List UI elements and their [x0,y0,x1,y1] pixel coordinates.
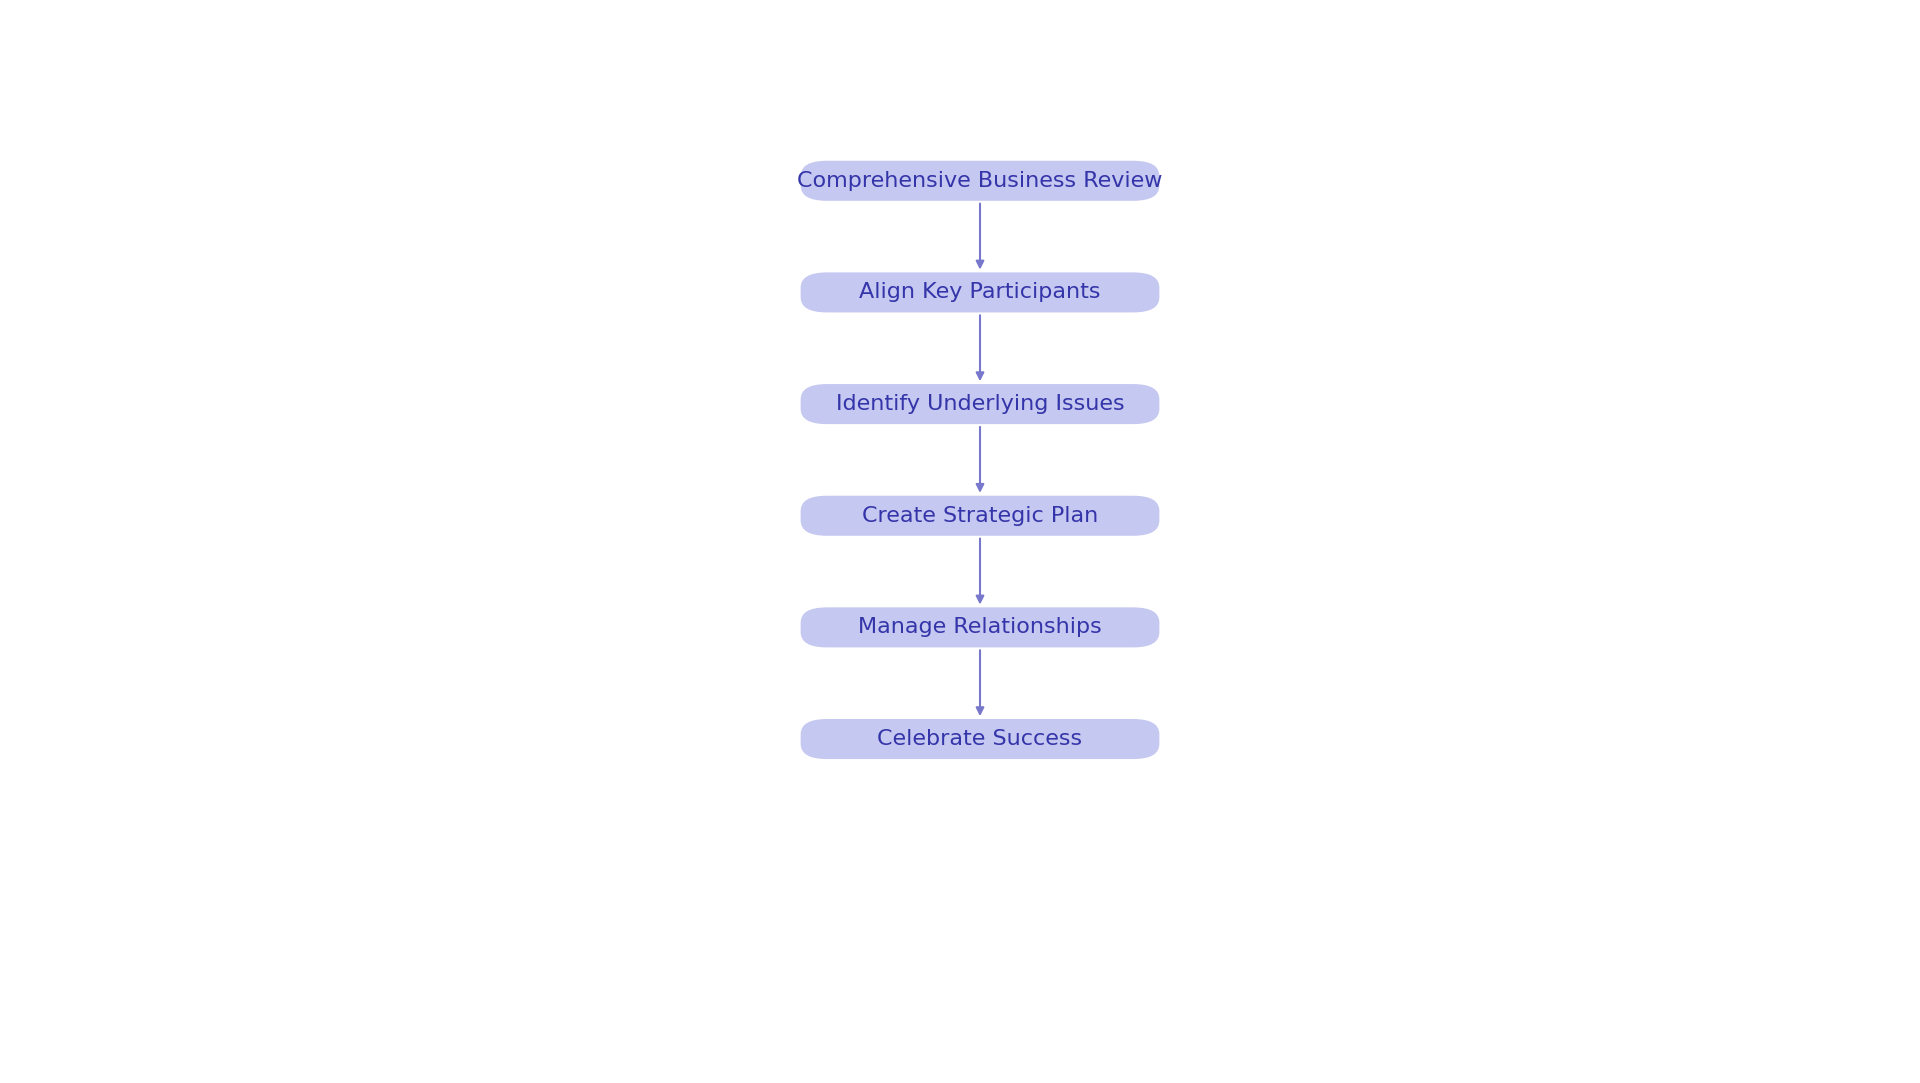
FancyBboxPatch shape [801,273,1160,313]
Text: Create Strategic Plan: Create Strategic Plan [862,506,1098,525]
FancyBboxPatch shape [801,608,1160,648]
Text: Align Key Participants: Align Key Participants [860,283,1100,302]
FancyBboxPatch shape [801,719,1160,759]
FancyBboxPatch shape [801,160,1160,200]
Text: Manage Relationships: Manage Relationships [858,617,1102,638]
FancyBboxPatch shape [801,384,1160,425]
Text: Comprehensive Business Review: Comprehensive Business Review [797,171,1164,191]
Text: Celebrate Success: Celebrate Success [877,729,1083,749]
Text: Identify Underlying Issues: Identify Underlying Issues [835,394,1125,414]
FancyBboxPatch shape [801,496,1160,536]
